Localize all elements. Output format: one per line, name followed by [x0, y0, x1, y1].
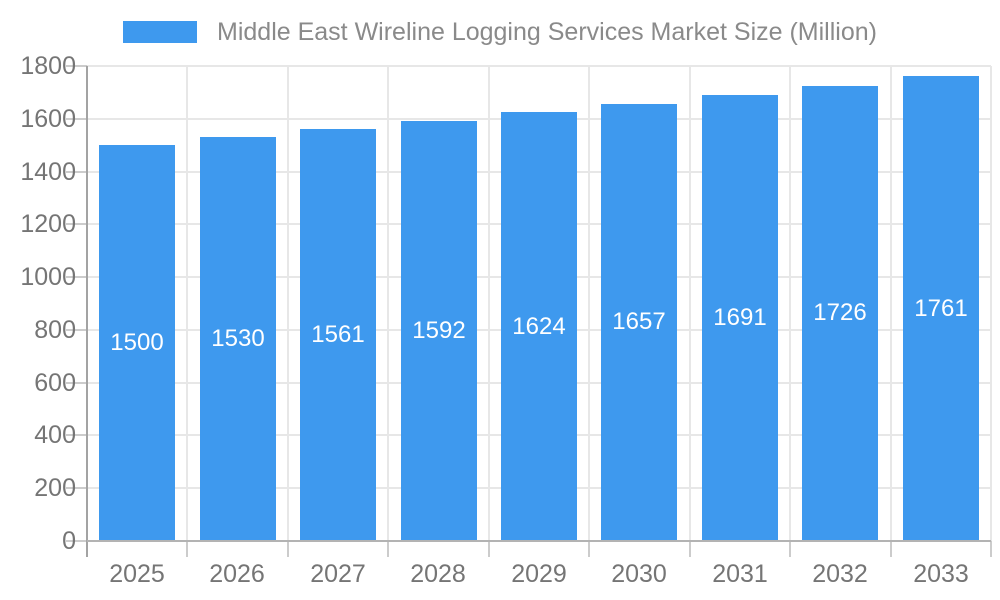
gridline-vertical — [186, 66, 188, 541]
y-axis-tick — [66, 382, 87, 384]
bar-2027[interactable] — [300, 129, 376, 541]
y-axis-label: 1200 — [20, 210, 76, 238]
legend-label: Middle East Wireline Logging Services Ma… — [217, 18, 877, 46]
y-axis-label: 0 — [62, 527, 76, 555]
y-axis-label: 1600 — [20, 105, 76, 133]
x-axis-tick — [86, 541, 88, 557]
bar-2025[interactable] — [99, 145, 175, 541]
y-axis-tick — [66, 171, 87, 173]
legend-item[interactable]: Middle East Wireline Logging Services Ma… — [0, 17, 1000, 47]
bar-value-label: 1761 — [914, 295, 968, 322]
x-axis-label: 2033 — [913, 560, 969, 588]
bar-2026[interactable] — [200, 137, 276, 541]
gridline-vertical — [689, 66, 691, 541]
y-axis-tick — [66, 118, 87, 120]
bar-value-label: 1592 — [412, 317, 466, 344]
y-axis-tick — [66, 276, 87, 278]
bar-2032[interactable] — [802, 86, 878, 541]
bar-2031[interactable] — [702, 95, 778, 541]
bar-2029[interactable] — [501, 112, 577, 541]
y-axis-label: 400 — [34, 421, 76, 449]
gridline-vertical — [990, 66, 992, 541]
x-axis-tick — [186, 541, 188, 557]
gridline-vertical — [890, 66, 892, 541]
legend-swatch-icon — [123, 21, 198, 43]
bar-2033[interactable] — [903, 76, 979, 541]
bar-value-label: 1561 — [311, 321, 365, 348]
bar-2028[interactable] — [401, 121, 477, 541]
y-axis-line — [86, 66, 88, 541]
x-axis-tick — [990, 541, 992, 557]
y-axis-label: 1000 — [20, 263, 76, 291]
x-axis-tick — [789, 541, 791, 557]
y-axis-tick — [66, 223, 87, 225]
x-axis-label: 2031 — [712, 560, 768, 588]
x-axis-label: 2027 — [310, 560, 366, 588]
y-axis-label: 200 — [34, 474, 76, 502]
bar-2030[interactable] — [601, 104, 677, 541]
x-axis-tick — [387, 541, 389, 557]
gridline-vertical — [488, 66, 490, 541]
x-axis-line — [87, 540, 991, 542]
y-axis-tick — [66, 540, 87, 542]
x-axis-tick — [287, 541, 289, 557]
x-axis-tick — [689, 541, 691, 557]
x-axis-tick — [890, 541, 892, 557]
bar-value-label: 1530 — [211, 325, 265, 352]
x-axis-label: 2026 — [209, 560, 265, 588]
gridline-vertical — [588, 66, 590, 541]
y-axis-label: 1800 — [20, 52, 76, 80]
bar-value-label: 1691 — [713, 304, 767, 331]
x-axis-tick — [488, 541, 490, 557]
y-axis-tick — [66, 434, 87, 436]
y-axis-label: 1400 — [20, 158, 76, 186]
x-axis-label: 2030 — [611, 560, 667, 588]
gridline-vertical — [789, 66, 791, 541]
y-axis-tick — [66, 329, 87, 331]
bar-value-label: 1657 — [612, 308, 666, 335]
gridline-vertical — [287, 66, 289, 541]
bar-value-label: 1726 — [813, 299, 867, 326]
x-axis-label: 2029 — [511, 560, 567, 588]
bar-value-label: 1624 — [512, 313, 566, 340]
x-axis-tick — [588, 541, 590, 557]
y-axis-tick — [66, 487, 87, 489]
x-axis-label: 2025 — [109, 560, 165, 588]
bar-value-label: 1500 — [110, 329, 164, 356]
y-axis-tick — [66, 65, 87, 67]
x-axis-label: 2032 — [812, 560, 868, 588]
gridline-vertical — [387, 66, 389, 541]
y-axis-label: 600 — [34, 369, 76, 397]
gridline-horizontal — [87, 65, 991, 67]
x-axis-label: 2028 — [410, 560, 466, 588]
y-axis-label: 800 — [34, 316, 76, 344]
